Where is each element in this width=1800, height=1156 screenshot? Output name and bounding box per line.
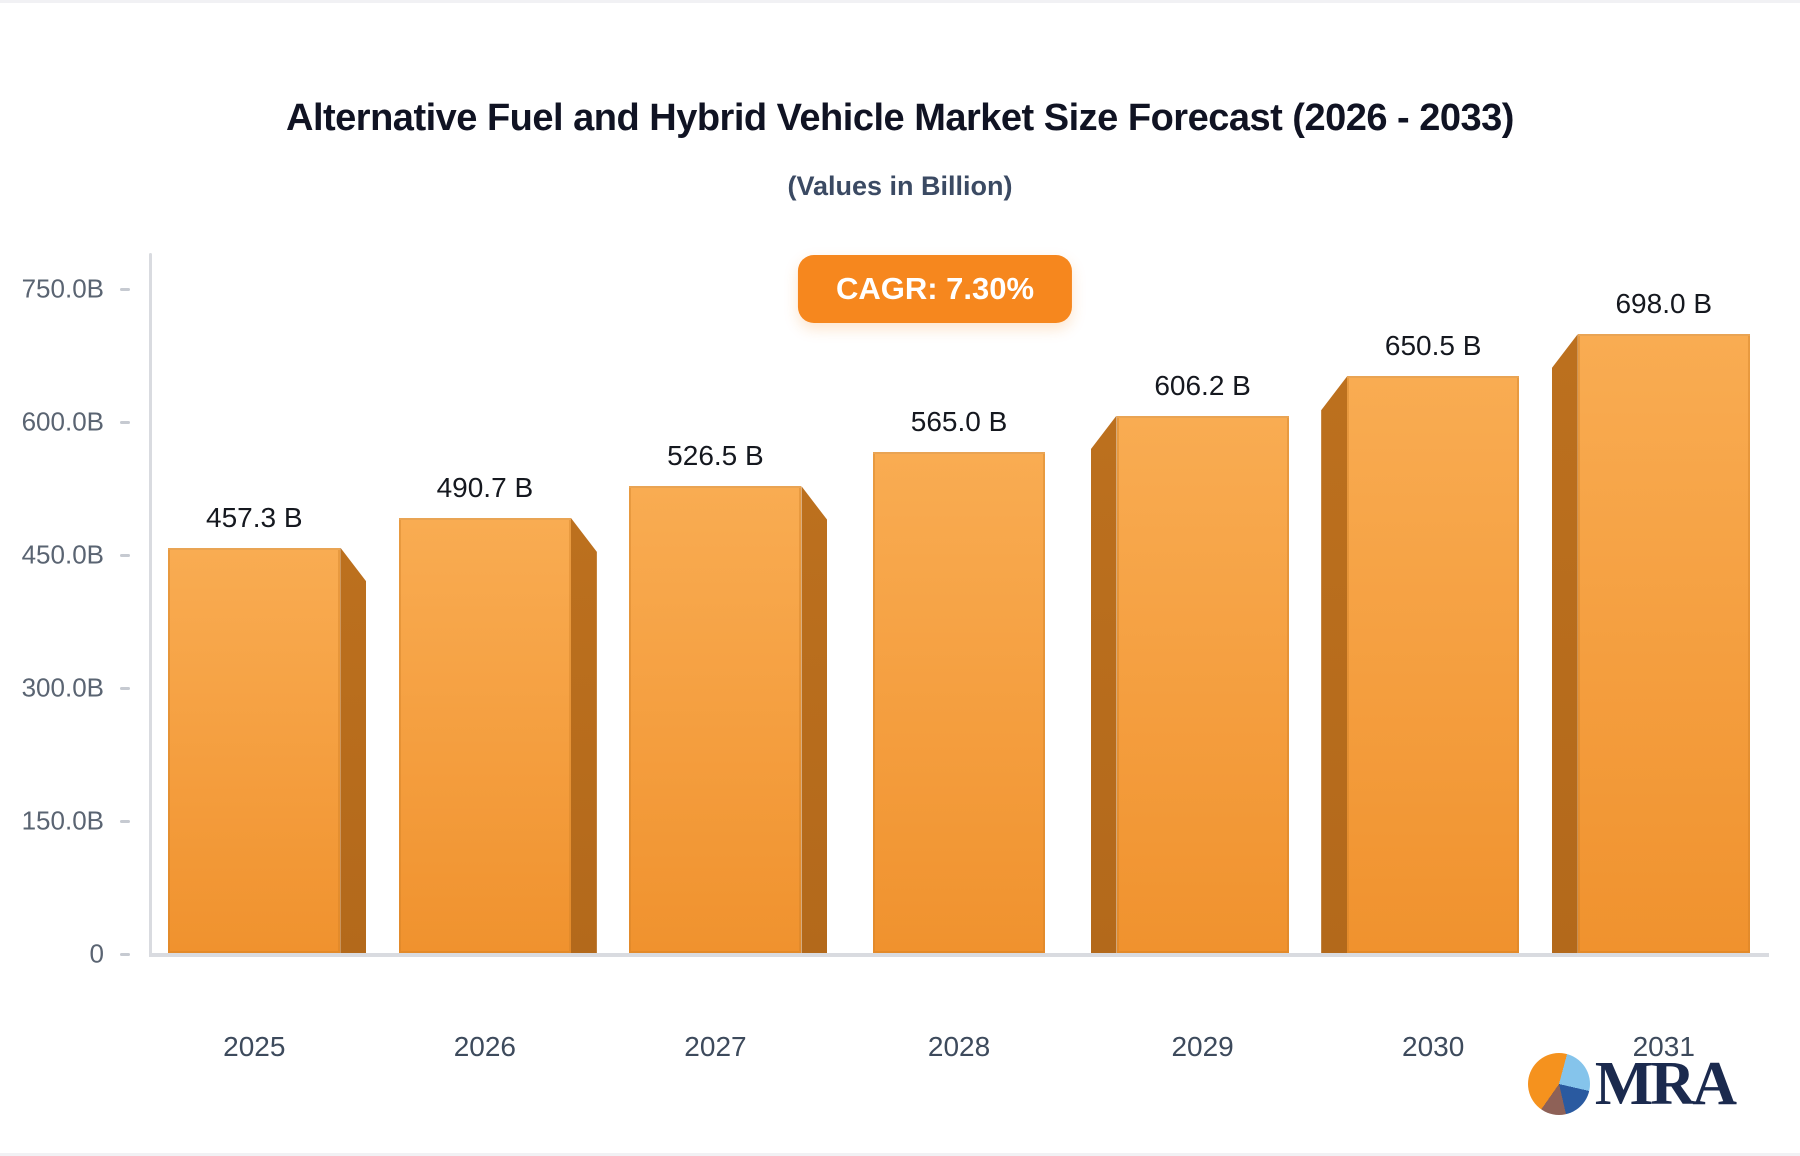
bar-value-label: 526.5 B — [667, 440, 764, 472]
x-axis-line — [149, 953, 1769, 957]
bar-value-label: 606.2 B — [1154, 369, 1251, 401]
bar-slot: 565.0 B — [844, 288, 1075, 953]
x-axis-label: 2025 — [223, 1031, 286, 1062]
bar-side-face — [801, 486, 828, 953]
bar-side-face — [340, 547, 367, 953]
y-axis-tick-mark — [120, 953, 130, 956]
x-axis-label: 2029 — [1171, 1031, 1234, 1062]
bar-side-face — [1551, 334, 1578, 953]
bar-front-face — [398, 517, 571, 953]
y-axis-tick-label: 150.0B — [21, 805, 104, 836]
bar-slot: 526.5 B — [613, 288, 844, 953]
bar-front-face — [629, 486, 802, 953]
y-axis-line — [149, 253, 152, 956]
bar-2025 — [168, 547, 367, 953]
y-axis-tick-label: 600.0B — [21, 406, 104, 437]
y-axis-tick-mark — [120, 687, 130, 690]
bar-value-label: 490.7 B — [436, 471, 534, 503]
pie-chart-icon — [1527, 1053, 1590, 1115]
bar-side-face — [1090, 415, 1117, 953]
bar-2029 — [1090, 415, 1289, 953]
bar-2027 — [629, 486, 828, 953]
bar-side-face — [1321, 376, 1348, 953]
bar-value-label: 698.0 B — [1615, 288, 1713, 320]
mra-logo: MRA — [1527, 1050, 1737, 1118]
y-axis-tick-mark — [120, 421, 130, 424]
y-axis-tick-label: 450.0B — [21, 539, 104, 570]
x-axis-labels: 2025 2026 2027 2028 2029 2030 2031 — [152, 1031, 1766, 1063]
bar-2030 — [1321, 376, 1520, 953]
y-axis-tick-mark — [120, 820, 130, 823]
x-axis-label: 2028 — [927, 1031, 991, 1062]
y-axis-tick-label: 750.0B — [21, 273, 104, 304]
bar-side-face — [570, 517, 597, 953]
y-axis-tick-label: 300.0B — [21, 672, 104, 703]
page-title: Alternative Fuel and Hybrid Vehicle Mark… — [286, 97, 1514, 139]
y-axis-tick-mark — [120, 288, 130, 291]
x-axis-label: 2031 — [1632, 1031, 1695, 1062]
bar-slot: 698.0 B — [1535, 288, 1766, 953]
bar-2028 — [873, 452, 1046, 953]
bar-front-face — [168, 547, 341, 953]
y-axis-labels: 750.0B 600.0B 450.0B 300.0B 150.0B 0 — [0, 274, 130, 969]
bar-front-face — [1347, 376, 1520, 953]
bar-value-label: 650.5 B — [1384, 330, 1482, 362]
bar-slot: 606.2 B — [1074, 288, 1305, 953]
bar-value-label: 565.0 B — [910, 406, 1008, 438]
page-subtitle: (Values in Billion) — [787, 171, 1013, 201]
bar-2026 — [398, 517, 597, 953]
bar-front-face — [1577, 334, 1750, 953]
bar-value-label: 457.3 B — [206, 501, 303, 533]
x-axis-label: 2027 — [684, 1031, 747, 1062]
x-axis-label: 2026 — [453, 1031, 517, 1062]
bar-slot: 490.7 B — [383, 288, 614, 953]
y-axis-tick-label: 0 — [89, 938, 104, 969]
bar-slot: 457.3 B — [152, 288, 383, 953]
bar-front-face — [1116, 415, 1289, 953]
x-axis-label: 2030 — [1402, 1031, 1465, 1062]
bar-slot: 650.5 B — [1305, 288, 1536, 953]
mra-logo-text: MRA — [1594, 1050, 1737, 1118]
y-axis-tick-mark — [120, 554, 130, 557]
bar-2031 — [1551, 334, 1750, 953]
bar-front-face — [873, 452, 1046, 953]
bars-layer: 457.3 B 490.7 B 526.5 B 565.0 B 606.2 B 650.5… — [152, 288, 1766, 953]
cagr-badge: CAGR: 7.30% — [797, 255, 1073, 323]
